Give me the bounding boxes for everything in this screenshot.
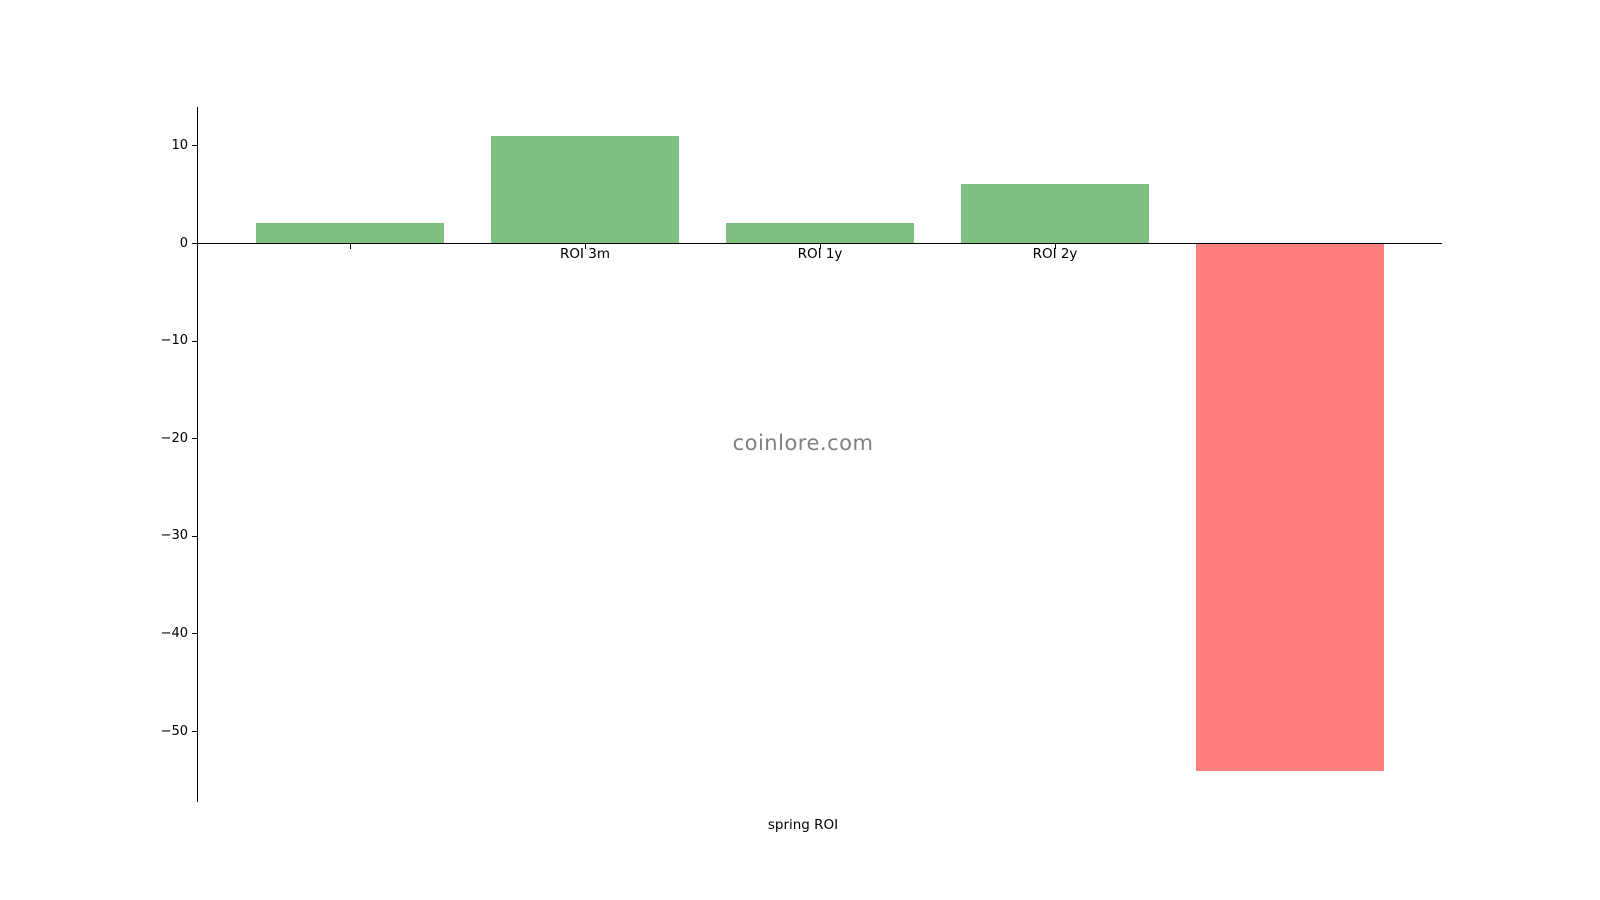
y-tick-mark xyxy=(192,438,197,439)
bar xyxy=(1196,244,1384,771)
y-tick-mark xyxy=(192,145,197,146)
x-tick-label: ROI 2y xyxy=(1032,246,1078,262)
y-tick-mark xyxy=(192,633,197,634)
bar xyxy=(961,184,1149,243)
x-tick-label: ROI 3m xyxy=(559,246,611,262)
bar xyxy=(256,223,444,243)
x-tick-mark xyxy=(350,244,351,249)
y-tick-label: −20 xyxy=(160,431,188,446)
bar xyxy=(491,136,679,243)
x-axis-title: spring ROI xyxy=(767,817,839,833)
x-tick-mark xyxy=(585,244,586,249)
y-tick-mark xyxy=(192,243,197,244)
y-tick-mark xyxy=(192,341,197,342)
y-tick-mark xyxy=(192,536,197,537)
x-tick-mark xyxy=(1055,244,1056,249)
y-tick-label: −10 xyxy=(160,333,188,348)
y-axis-spine xyxy=(197,107,198,802)
y-tick-label: 10 xyxy=(171,138,188,153)
y-tick-label: −30 xyxy=(160,528,188,543)
watermark: coinlore.com xyxy=(732,431,874,455)
y-tick-label: −40 xyxy=(160,626,188,641)
y-tick-label: 0 xyxy=(179,236,188,251)
x-axis-zero-line xyxy=(197,243,1442,244)
x-tick-label: ROI 1y xyxy=(797,246,843,262)
bar xyxy=(726,223,914,243)
x-tick-mark xyxy=(820,244,821,249)
y-tick-label: −50 xyxy=(160,724,188,739)
y-tick-mark xyxy=(192,731,197,732)
